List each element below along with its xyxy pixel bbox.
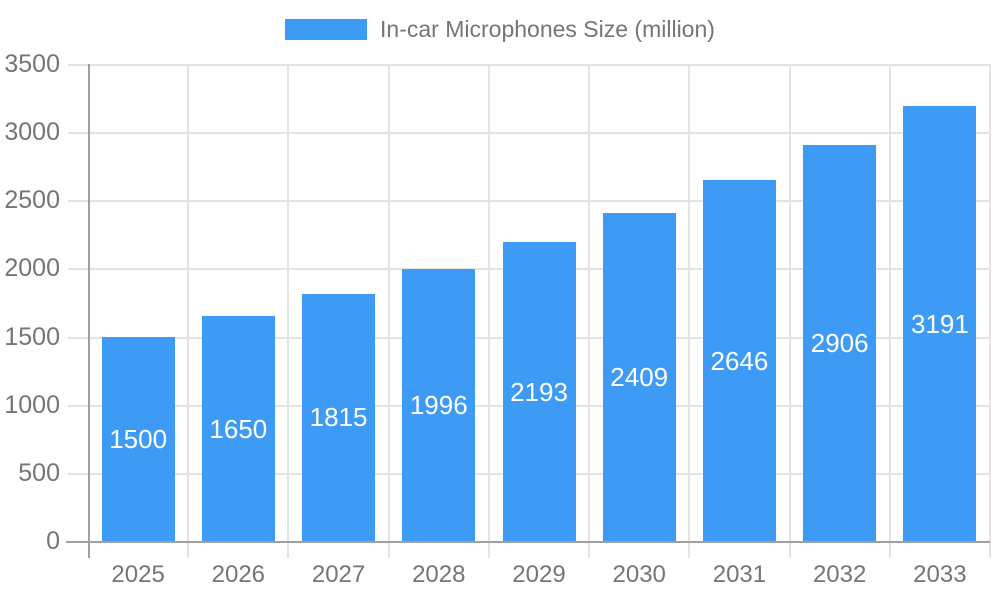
y-axis-tick-label: 2000: [4, 254, 60, 283]
bar-2031: [702, 180, 776, 541]
bar-2033: [903, 106, 977, 541]
x-axis-tick-label: 2028: [412, 561, 466, 588]
y-axis-tick-label: 3500: [4, 50, 60, 78]
gridline-vertical: [487, 64, 490, 558]
bar-value-label: 1996: [409, 389, 468, 420]
gridline-horizontal: [68, 200, 990, 203]
x-axis-line: [66, 541, 990, 543]
legend-label: In-car Microphones Size (million): [380, 16, 715, 42]
bar-value-label: 1500: [109, 423, 168, 454]
bar-2029: [502, 242, 576, 541]
x-axis-tick-label: 2029: [512, 561, 566, 588]
gridline-vertical: [888, 64, 891, 558]
y-axis-line: [88, 64, 90, 558]
y-axis-tick-label: 500: [18, 458, 60, 487]
bar-value-label: 3191: [910, 308, 969, 339]
gridline-vertical: [588, 64, 591, 558]
gridline-vertical: [387, 64, 390, 558]
bar-value-label: 1650: [209, 413, 268, 444]
x-axis-tick-label: 2032: [812, 561, 867, 588]
bar-chart-plot-area: 0 500 1000 1500 2000 2500 3000 3500 1500 2025 1650…: [4, 50, 991, 588]
bar-2025: [101, 336, 175, 541]
y-axis-tick-label: 0: [46, 527, 60, 555]
x-axis-tick-label: 2033: [913, 561, 967, 588]
gridline-vertical: [287, 64, 290, 558]
bar-2027: [302, 293, 376, 541]
bar-2032: [803, 144, 877, 541]
bar-value-label: 1815: [309, 402, 368, 433]
gridline-vertical: [989, 64, 991, 558]
gridline-vertical: [187, 64, 190, 558]
gridline-horizontal: [68, 132, 990, 135]
bar-2030: [602, 212, 676, 541]
bar-value-label: 2906: [810, 327, 869, 358]
legend-swatch: [285, 19, 368, 40]
bar-value-label: 2193: [510, 376, 568, 407]
x-axis-tick-label: 2030: [612, 561, 666, 588]
gridline-vertical: [688, 64, 691, 558]
x-axis-tick-label: 2025: [111, 561, 165, 588]
gridline-horizontal: [68, 64, 990, 66]
bar-2028: [402, 268, 476, 541]
x-axis-tick-label: 2027: [311, 561, 366, 588]
bar-value-label: 2409: [610, 361, 669, 392]
y-axis-tick-label: 2500: [4, 186, 60, 215]
y-axis-tick-label: 1000: [4, 390, 60, 419]
x-axis-tick-label: 2031: [712, 561, 767, 588]
y-axis-tick-label: 1500: [4, 322, 60, 351]
bar-value-label: 2646: [710, 345, 769, 376]
gridline-vertical: [788, 64, 791, 558]
legend: In-car Microphones Size (million): [0, 16, 1000, 43]
bar-2026: [201, 316, 275, 541]
x-axis-tick-label: 2026: [211, 561, 266, 588]
y-axis-tick-label: 3000: [4, 118, 60, 147]
